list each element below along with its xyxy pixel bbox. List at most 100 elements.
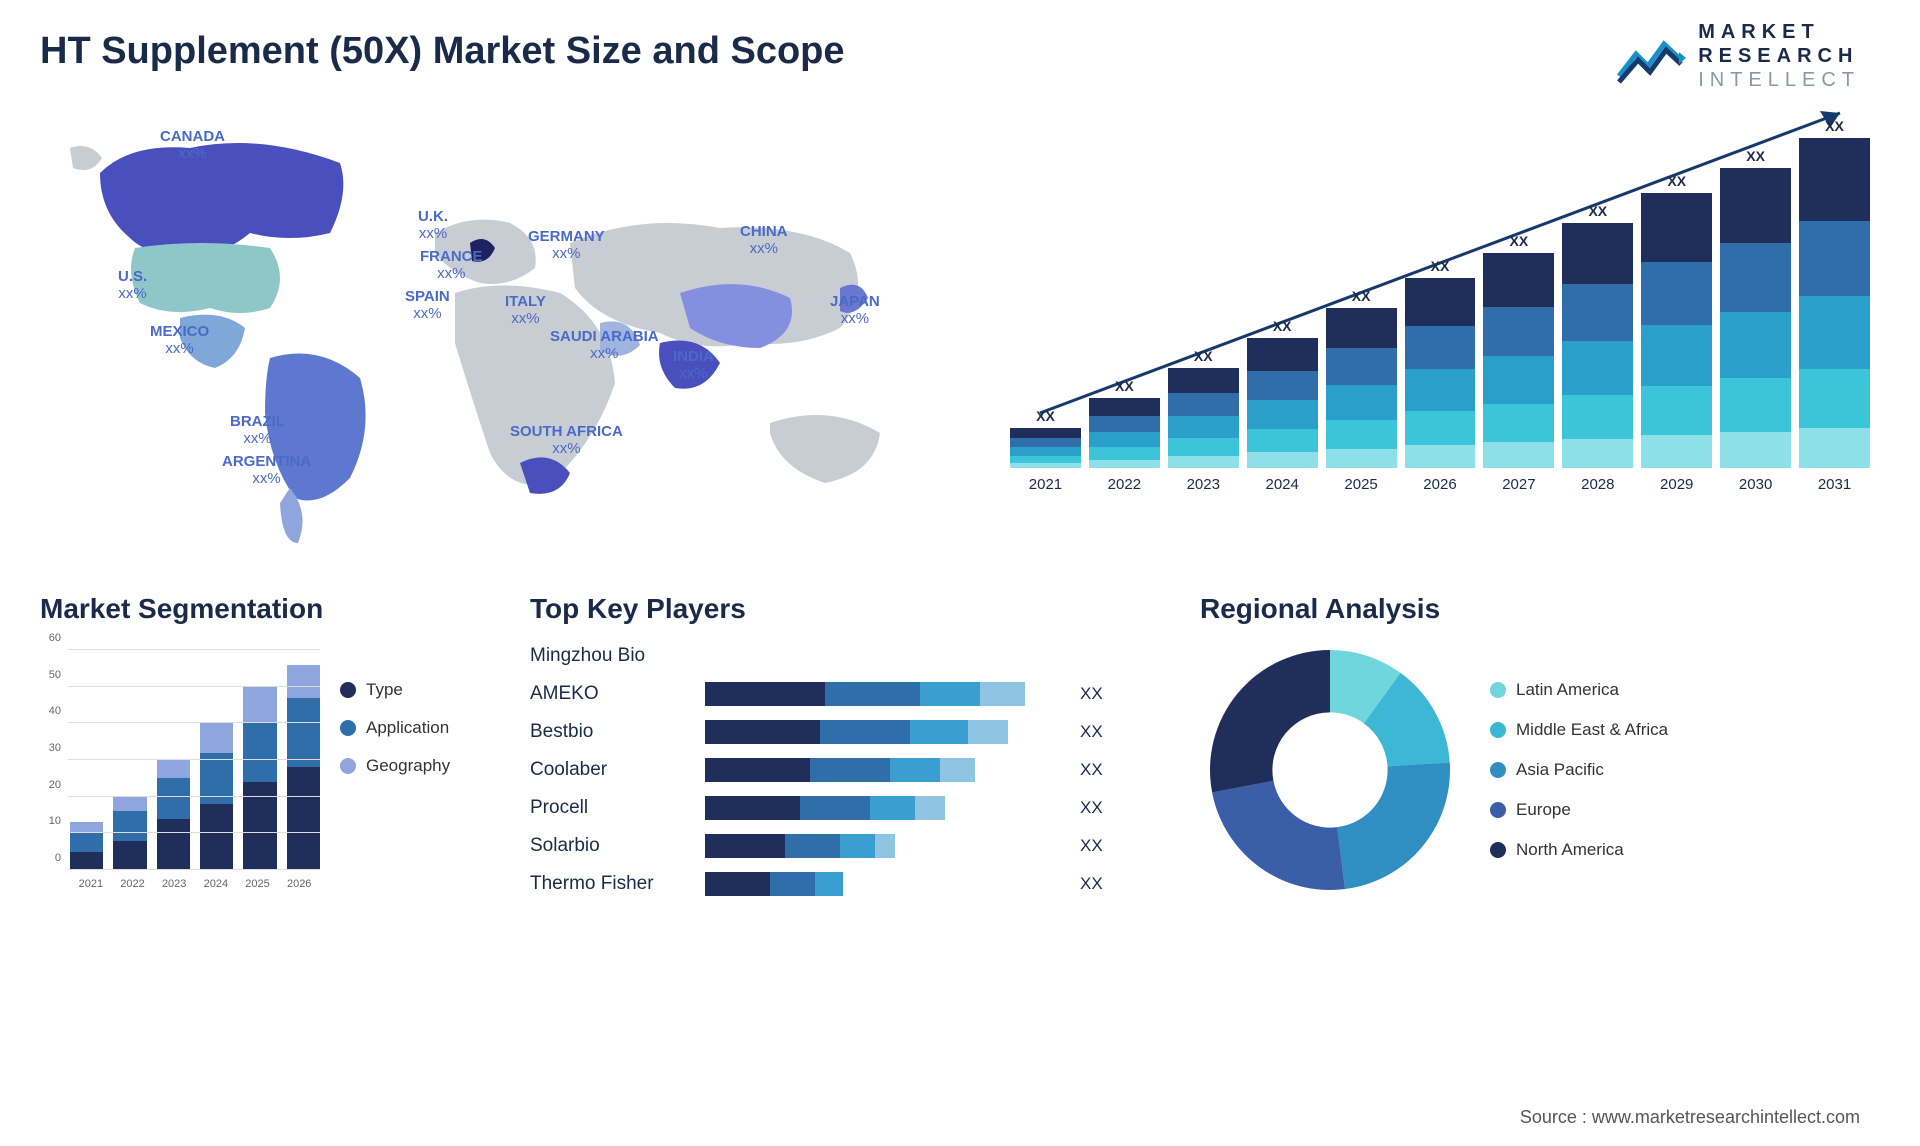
regional-title: Regional Analysis [1200,593,1880,625]
player-value: XX [1080,760,1103,780]
growth-bar: XX2031 [1799,118,1870,493]
map-label: SAUDI ARABIAxx% [550,328,659,363]
growth-bar: XX 2030 [1720,148,1791,493]
map-label: SPAINxx% [405,288,450,323]
legend-label: Latin America [1516,680,1619,700]
legend-label: Asia Pacific [1516,760,1604,780]
map-label: MEXICOxx% [150,323,209,358]
legend-dot-icon [1490,722,1506,738]
map-label: FRANCExx% [420,248,483,283]
legend-item: Europe [1490,800,1880,820]
logo-line3: INTELLECT [1698,68,1860,92]
legend-dot-icon [1490,682,1506,698]
brand-logo: MARKET RESEARCH INTELLECT [1616,20,1860,92]
map-label: SOUTH AFRICAxx% [510,423,623,458]
player-value: XX [1080,874,1103,894]
legend-dot-icon [340,682,356,698]
player-value: XX [1080,798,1103,818]
growth-year-label: 2031 [1818,476,1851,493]
source-text: Source : www.marketresearchintellect.com [1520,1107,1860,1128]
legend-item: Application [340,718,500,738]
map-label: BRAZILxx% [230,413,285,448]
player-name: AMEKO [530,683,690,705]
player-value: XX [1080,722,1103,742]
growth-bar: XX 2022 [1089,378,1160,493]
segmentation-bar [70,822,103,870]
growth-bar: XX 2025 [1326,288,1397,493]
segmentation-title: Market Segmentation [40,593,500,625]
regional-legend: Latin America Middle East & Africa Asia Pa… [1490,680,1880,860]
growth-year-label: 2029 [1660,476,1693,493]
segmentation-panel: Market Segmentation 0102030405060 202120… [40,593,500,943]
growth-bar-label: XX [1431,258,1450,274]
map-label: CHINAxx% [740,223,788,258]
growth-bar-label: XX [1352,288,1371,304]
growth-bar: XX 2024 [1247,318,1318,493]
logo-line1: MARKET [1698,20,1860,44]
players-panel: Top Key Players Mingzhou Bio AMEKO XX Bestb… [530,593,1170,943]
player-bar [705,834,1055,858]
growth-year-label: 2025 [1344,476,1377,493]
growth-bar: XX 2026 [1405,258,1476,493]
players-chart: Mingzhou Bio AMEKO XX Bestbio XX Coolaber XX Pr… [530,640,1170,900]
player-value: XX [1080,836,1103,856]
map-label: U.S.xx% [118,268,147,303]
legend-dot-icon [340,720,356,736]
growth-bar-label: XX [1746,148,1765,164]
map-label: INDIAxx% [673,348,714,383]
legend-item: Type [340,680,500,700]
growth-year-label: 2021 [1029,476,1062,493]
player-name: Mingzhou Bio [530,645,690,667]
player-row: AMEKO XX [530,678,1170,710]
legend-item: North America [1490,840,1880,860]
player-bar [705,796,1055,820]
logo-line2: RESEARCH [1698,44,1860,68]
growth-year-label: 2022 [1108,476,1141,493]
player-name: Coolaber [530,759,690,781]
map-label: ARGENTINAxx% [222,453,311,488]
player-row: Mingzhou Bio [530,640,1170,672]
growth-bar-label: XX [1115,378,1134,394]
legend-dot-icon [1490,802,1506,818]
player-name: Solarbio [530,835,690,857]
player-name: Thermo Fisher [530,873,690,895]
map-label: GERMANYxx% [528,228,605,263]
players-title: Top Key Players [530,593,1170,625]
growth-bar-label: XX [1510,233,1529,249]
segmentation-bar [200,723,233,870]
donut-slice [1337,762,1450,889]
legend-label: North America [1516,840,1624,860]
growth-year-label: 2026 [1423,476,1456,493]
map-label: ITALYxx% [505,293,546,328]
legend-item: Geography [340,756,500,776]
growth-bar-label: XX [1588,203,1607,219]
segmentation-bar [287,665,320,870]
legend-item: Asia Pacific [1490,760,1880,780]
player-name: Bestbio [530,721,690,743]
growth-bar-label: XX [1273,318,1292,334]
growth-chart-panel: XX2021XX2022XX2023XX2024XX2025XX2026XX20… [1000,93,1880,553]
growth-year-label: 2024 [1265,476,1298,493]
growth-bar-label: XX [1194,348,1213,364]
segmentation-bar [243,687,276,870]
map-label: U.K.xx% [418,208,448,243]
donut-slice [1210,650,1330,792]
legend-item: Middle East & Africa [1490,720,1880,740]
growth-bar-label: XX [1667,173,1686,189]
player-row: Solarbio XX [530,830,1170,862]
regional-donut-chart [1200,640,1460,900]
donut-slice [1212,781,1345,890]
growth-year-label: 2030 [1739,476,1772,493]
page-title: HT Supplement (50X) Market Size and Scop… [40,30,1880,73]
player-name: Procell [530,797,690,819]
segmentation-bar [157,760,190,870]
growth-bar-chart: XX2021XX2022XX2023XX2024XX2025XX2026XX20… [1000,133,1880,493]
legend-dot-icon [1490,842,1506,858]
legend-label: Middle East & Africa [1516,720,1668,740]
player-bar [705,720,1055,744]
growth-year-label: 2027 [1502,476,1535,493]
logo-icon [1616,26,1686,86]
legend-item: Latin America [1490,680,1880,700]
segmentation-legend: Type Application Geography [340,640,500,890]
player-value: XX [1080,684,1103,704]
